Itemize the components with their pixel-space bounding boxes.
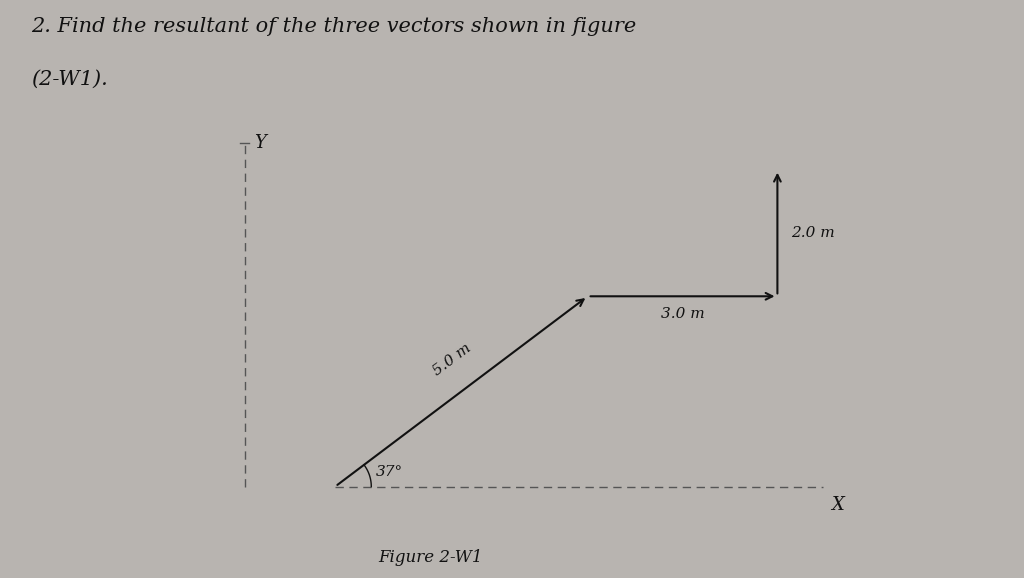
Text: 37°: 37° bbox=[376, 465, 402, 479]
Text: Figure 2-W1: Figure 2-W1 bbox=[378, 550, 482, 566]
Text: 2. Find the resultant of the three vectors shown in figure: 2. Find the resultant of the three vecto… bbox=[31, 17, 636, 36]
Text: 5.0 m: 5.0 m bbox=[430, 341, 473, 379]
Text: 3.0 m: 3.0 m bbox=[660, 307, 705, 321]
Text: X: X bbox=[831, 495, 845, 514]
Text: Y: Y bbox=[254, 134, 265, 151]
Text: (2-W1).: (2-W1). bbox=[31, 69, 108, 88]
Text: 2.0 m: 2.0 m bbox=[791, 226, 835, 240]
